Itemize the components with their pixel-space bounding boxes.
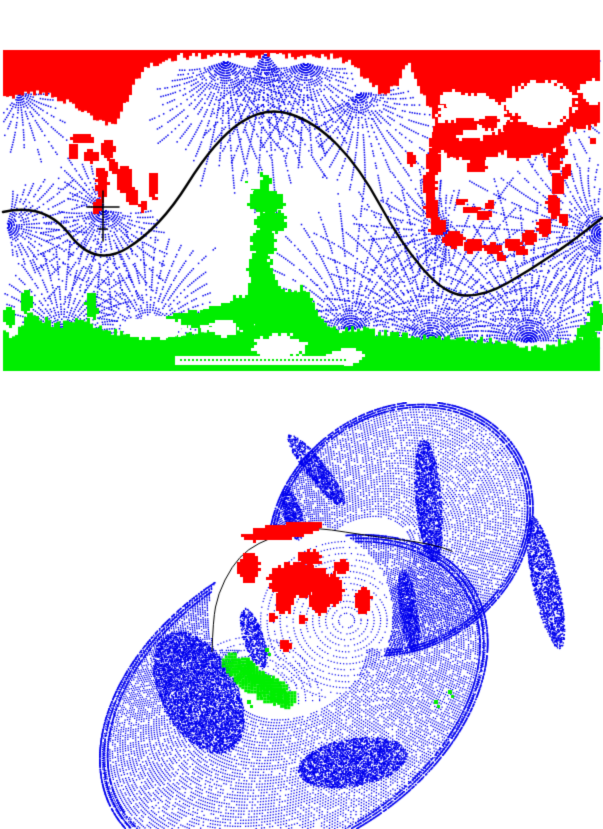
- synoptic-map-panel: [0, 0, 603, 402]
- field-lines-3d-panel: [0, 402, 603, 829]
